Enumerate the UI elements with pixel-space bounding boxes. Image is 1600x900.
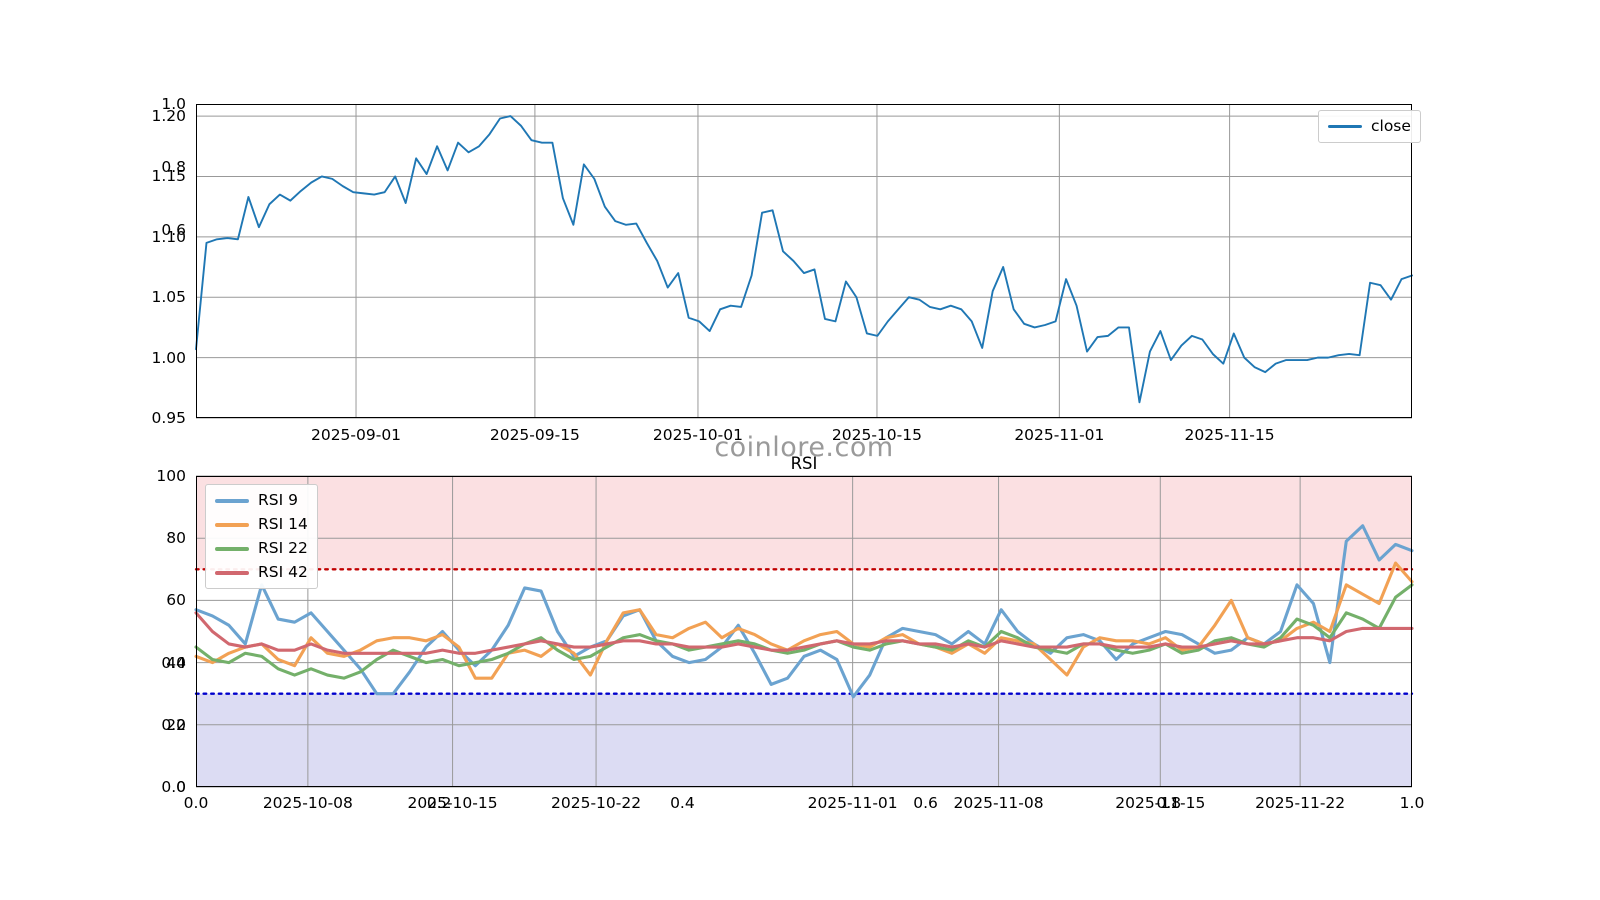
legend-item[interactable]: RSI 42 (215, 562, 308, 583)
price-chart-legend[interactable]: close (1318, 110, 1421, 143)
legend-item[interactable]: close (1328, 116, 1411, 137)
rsi-x-tick: 2025-11-08 (953, 794, 1044, 812)
rsi-chart-legend[interactable]: RSI 9 RSI 14 RSI 22 RSI 42 (205, 484, 318, 589)
price-x-tick: 2025-10-15 (831, 426, 922, 444)
rsi-y-ghost-tick: 0.2 (161, 715, 186, 734)
price-y-tick: 0.95 (151, 409, 186, 427)
legend-color-swatch (1328, 125, 1362, 128)
price-x-tick: 2025-11-01 (1014, 426, 1105, 444)
rsi-x-tick: 2025-10-22 (551, 794, 642, 812)
price-x-tick: 2025-09-01 (310, 426, 402, 444)
legend-label: RSI 9 (258, 490, 298, 509)
rsi-x-ghost-tick: 0.6 (913, 794, 938, 812)
price-y-tick: 1.15 (151, 167, 186, 186)
rsi-y-tick: 20 (166, 715, 186, 734)
price-y-ghost-tick: 0.6 (161, 220, 186, 239)
legend-label: RSI 42 (258, 562, 308, 581)
rsi-chart-plot (194, 475, 1414, 788)
legend-label: RSI 14 (258, 514, 308, 533)
rsi-x-tick: 2025-10-08 (262, 794, 353, 812)
price-y-ghost-tick: 1.0 (161, 95, 186, 113)
price-y-ghost-tick: 0.8 (161, 157, 186, 176)
rsi-y-ghost-tick: 0.0 (161, 778, 186, 796)
rsi-x-tick: 2025-10-15 (407, 794, 498, 812)
rsi-x-ghost-tick: 0.0 (183, 794, 209, 812)
price-y-tick: 1.00 (151, 348, 186, 367)
rsi-y-tick: 60 (166, 591, 186, 610)
rsi-y-tick: 100 (156, 467, 186, 485)
legend-item[interactable]: RSI 14 (215, 514, 308, 535)
rsi-panel-title: RSI (790, 454, 818, 473)
legend-color-swatch (215, 498, 249, 503)
price-y-tick: 1.20 (151, 107, 186, 126)
price-chart-panel (195, 104, 1413, 419)
rsi-y-ghost-tick: 0.4 (161, 653, 186, 672)
legend-color-swatch (215, 522, 249, 527)
legend-color-swatch (215, 546, 249, 551)
legend-item[interactable]: RSI 22 (215, 538, 308, 559)
rsi-x-tick: 2025-11-15 (1115, 794, 1206, 812)
rsi-x-ghost-tick: 0.8 (1156, 794, 1182, 812)
legend-color-swatch (215, 570, 249, 575)
rsi-x-tick: 2025-11-01 (807, 794, 898, 812)
rsi-y-tick: 80 (166, 529, 186, 548)
price-y-tick: 1.10 (151, 227, 186, 246)
rsi-x-ghost-tick: 1.0 (1399, 794, 1425, 812)
legend-label: RSI 22 (258, 538, 308, 557)
rsi-chart-panel (194, 475, 1414, 788)
watermark: coinlore.com (714, 432, 894, 463)
price-x-tick: 2025-11-15 (1184, 426, 1275, 444)
rsi-y-tick: 40 (166, 653, 186, 672)
price-y-tick: 1.05 (151, 288, 186, 307)
rsi-x-ghost-tick: 0.2 (426, 794, 452, 812)
legend-label: close (1371, 116, 1411, 135)
price-x-tick: 2025-09-15 (489, 426, 580, 444)
rsi-x-tick: 2025-11-22 (1255, 794, 1346, 812)
rsi-x-ghost-tick: 0.4 (670, 794, 695, 812)
price-chart-plot (195, 104, 1413, 419)
legend-item[interactable]: RSI 9 (215, 490, 308, 511)
rsi-y-tick: 0 (176, 778, 186, 796)
price-x-tick: 2025-10-01 (652, 426, 743, 444)
